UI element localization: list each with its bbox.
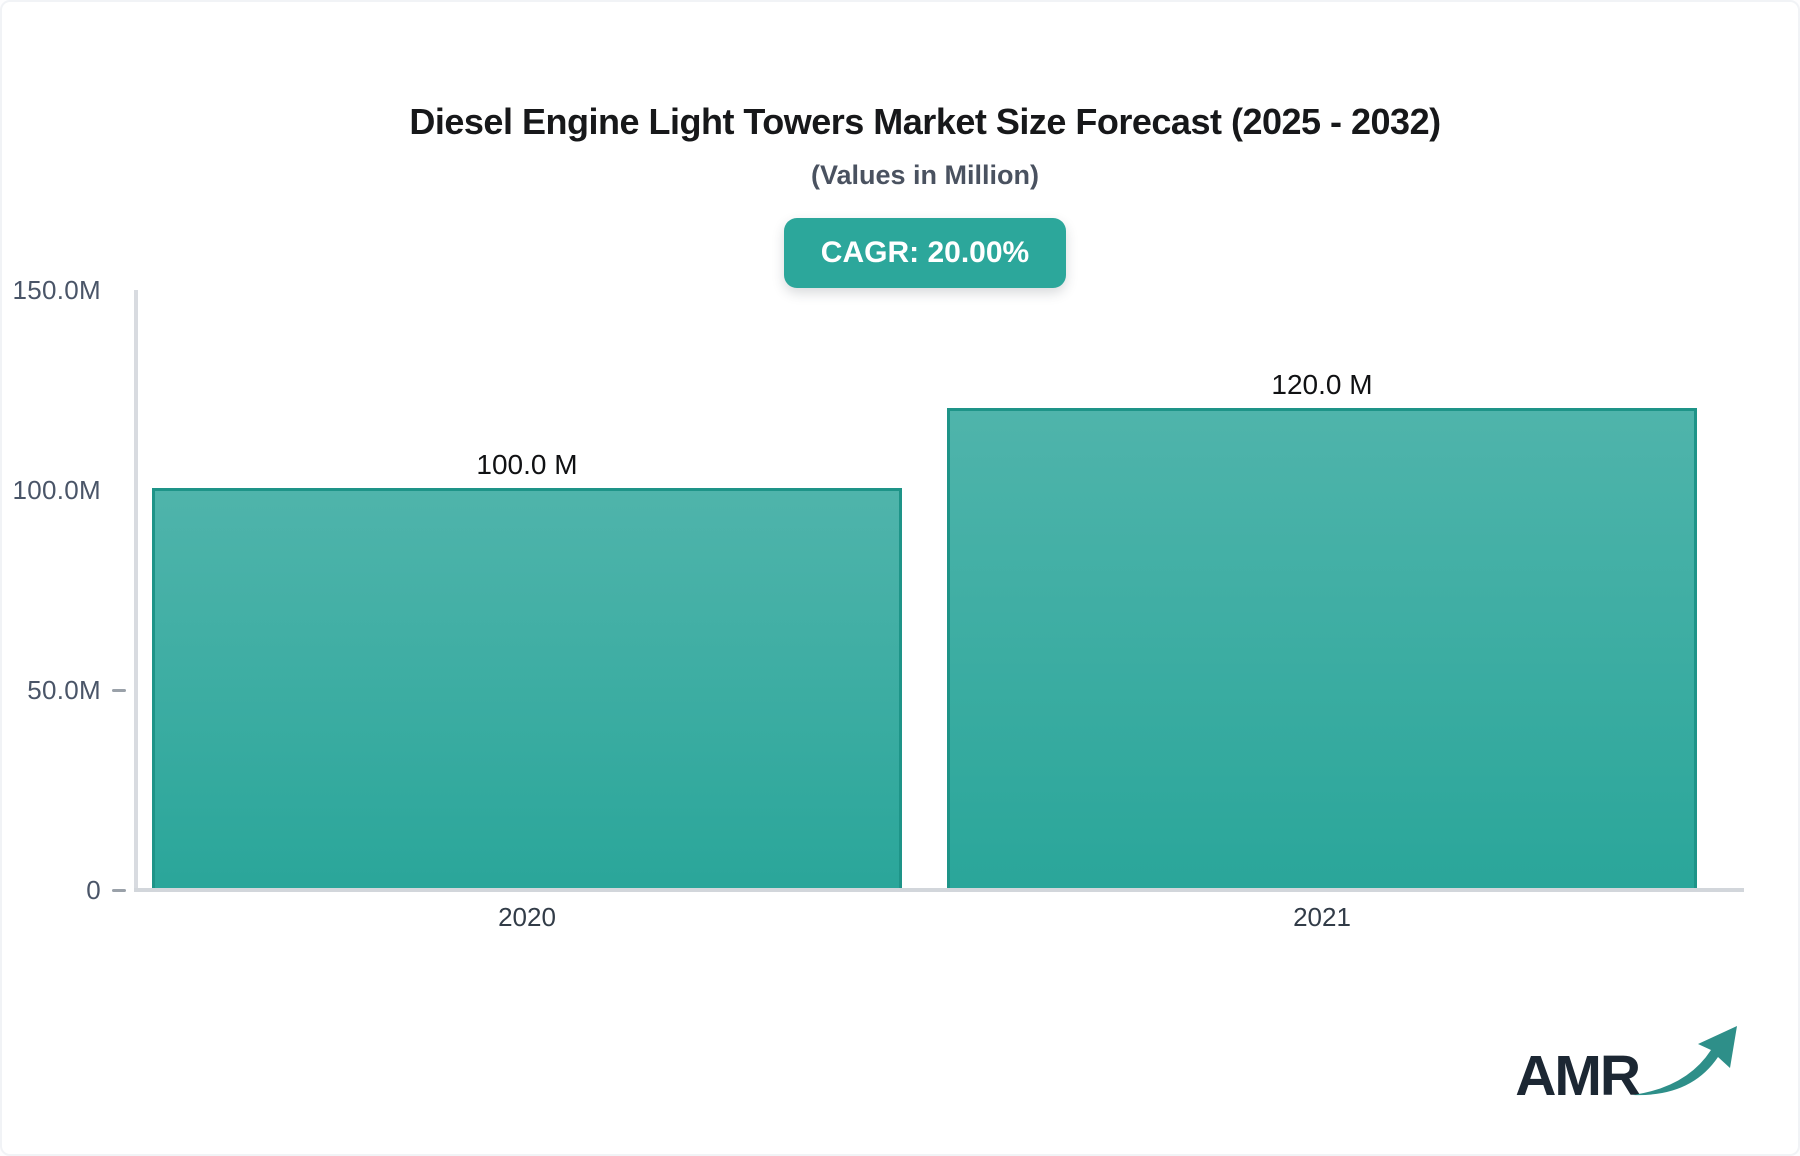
chart-title: Diesel Engine Light Towers Market Size F… (409, 101, 1441, 142)
plot-area: 150.0M 100.0M 50.0M 0 100.0 M 2020 120.0 M 202… (12, 275, 1744, 932)
y-tick-label: 100.0M (12, 474, 101, 505)
cagr-badge-wrap: CAGR: 20.00% (52, 218, 1798, 288)
y-tick-mark (112, 688, 126, 692)
x-axis-line (134, 888, 1744, 892)
bar-2021 (947, 408, 1697, 888)
bar-group-2021: 120.0 M 2021 (947, 288, 1697, 932)
bar-group-2020: 100.0 M 2020 (152, 288, 902, 932)
y-tick-100.0M: 100.0M (2, 475, 126, 505)
y-tick-label: 0 (86, 874, 101, 905)
y-tick-0: 0 (2, 875, 126, 905)
y-tick-mark (112, 888, 126, 892)
bar-value-label: 100.0 M (476, 449, 578, 480)
bar-2020 (152, 488, 902, 888)
x-category-label: 2020 (498, 902, 556, 932)
x-category-label: 2021 (1293, 902, 1351, 932)
y-tick-150.0M: 150.0M (2, 275, 126, 305)
bars-container: 100.0 M 2020 120.0 M 2021 (134, 288, 1744, 932)
y-axis-line (134, 290, 138, 890)
y-tick-label: 150.0M (12, 274, 101, 305)
y-tick-50.0M: 50.0M (2, 675, 126, 705)
amr-logo: AMR (1515, 1023, 1743, 1106)
chart-subtitle: (Values in Million) (810, 160, 1040, 190)
cagr-badge: CAGR: 20.00% (783, 218, 1067, 288)
y-tick-label: 50.0M (27, 674, 101, 705)
chart-header: Diesel Engine Light Towers Market Size F… (2, 99, 1798, 288)
amr-logo-text: AMR (1515, 1044, 1641, 1108)
growth-arrow-icon (1631, 1023, 1743, 1104)
bar-value-label: 120.0 M (1271, 369, 1373, 400)
